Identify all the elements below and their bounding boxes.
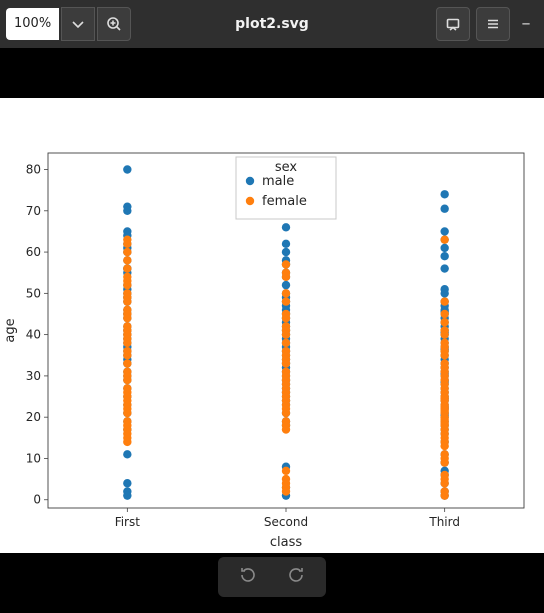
legend-title: sex bbox=[275, 160, 298, 175]
pt-female bbox=[123, 376, 131, 384]
pt-female bbox=[282, 314, 290, 322]
rotate-left-button[interactable] bbox=[238, 565, 258, 589]
xlabel: class bbox=[270, 535, 302, 550]
chart-container: 0 10 20 30 40 50 60 70 80 First Second Third class ag… bbox=[0, 98, 544, 553]
pt-male bbox=[440, 264, 448, 272]
pt-female bbox=[440, 297, 448, 305]
menu-button[interactable] bbox=[476, 7, 510, 41]
pt-male bbox=[123, 491, 131, 499]
legend-swatch-male bbox=[246, 177, 254, 185]
pt-female bbox=[440, 318, 448, 326]
pt-male bbox=[282, 223, 290, 231]
bottom-bar bbox=[0, 553, 544, 613]
pt-male bbox=[123, 479, 131, 487]
age-by-class-stripplot: 0 10 20 30 40 50 60 70 80 First Second Third class ag… bbox=[0, 98, 544, 553]
pt-male bbox=[440, 252, 448, 260]
pt-female bbox=[123, 409, 131, 417]
ytick-30: 30 bbox=[26, 369, 41, 383]
present-icon bbox=[445, 16, 461, 32]
pt-female bbox=[440, 310, 448, 318]
legend-label-male: male bbox=[262, 174, 294, 189]
zoom-dropdown-button[interactable] bbox=[61, 7, 95, 41]
pt-female bbox=[440, 330, 448, 338]
pt-male bbox=[440, 190, 448, 198]
pt-female bbox=[123, 264, 131, 272]
pt-female bbox=[282, 467, 290, 475]
pt-male bbox=[440, 205, 448, 213]
pt-male bbox=[282, 240, 290, 248]
hamburger-icon bbox=[485, 16, 501, 32]
pt-male bbox=[282, 281, 290, 289]
pt-female bbox=[123, 248, 131, 256]
pt-female bbox=[440, 442, 448, 450]
pt-male bbox=[440, 227, 448, 235]
pt-female bbox=[282, 260, 290, 268]
ytick-50: 50 bbox=[26, 286, 41, 300]
ytick-10: 10 bbox=[26, 451, 41, 465]
pt-female bbox=[440, 491, 448, 499]
ytick-80: 80 bbox=[26, 163, 41, 177]
pt-female bbox=[282, 330, 290, 338]
pt-female bbox=[282, 339, 290, 347]
pt-female bbox=[123, 438, 131, 446]
pt-female bbox=[282, 359, 290, 367]
toolbar: 100% plot2.svg – bbox=[0, 0, 544, 48]
pt-female bbox=[282, 409, 290, 417]
rotate-left-icon bbox=[238, 565, 258, 585]
pt-male bbox=[123, 450, 131, 458]
pt-female bbox=[123, 297, 131, 305]
rotate-right-icon bbox=[286, 565, 306, 585]
pt-male bbox=[123, 165, 131, 173]
chevron-down-icon bbox=[70, 16, 86, 32]
pt-female bbox=[440, 458, 448, 466]
pt-female bbox=[282, 273, 290, 281]
pt-female bbox=[123, 359, 131, 367]
pt-female bbox=[282, 289, 290, 297]
upper-black-band bbox=[0, 48, 544, 98]
legend-swatch-female bbox=[246, 197, 254, 205]
zoom-level[interactable]: 100% bbox=[6, 8, 59, 40]
pt-male bbox=[123, 207, 131, 215]
ytick-20: 20 bbox=[26, 410, 41, 424]
pt-female bbox=[123, 240, 131, 248]
minimize-button[interactable]: – bbox=[514, 8, 538, 40]
pt-female bbox=[282, 425, 290, 433]
pt-female bbox=[282, 487, 290, 495]
pt-male bbox=[440, 244, 448, 252]
ytick-0: 0 bbox=[33, 493, 41, 507]
pt-female bbox=[123, 256, 131, 264]
pt-female bbox=[440, 235, 448, 243]
zoom-in-button[interactable] bbox=[97, 7, 131, 41]
ytick-40: 40 bbox=[26, 328, 41, 342]
rotate-right-button[interactable] bbox=[286, 565, 306, 589]
xtick-first: First bbox=[115, 515, 141, 529]
pt-male bbox=[440, 289, 448, 297]
zoom-in-icon bbox=[106, 16, 122, 32]
pt-female bbox=[123, 314, 131, 322]
legend-label-female: female bbox=[262, 194, 307, 209]
xtick-second: Second bbox=[264, 515, 308, 529]
pt-female bbox=[123, 339, 131, 347]
ytick-70: 70 bbox=[26, 204, 41, 218]
pt-female bbox=[123, 351, 131, 359]
pt-male bbox=[282, 248, 290, 256]
pt-female bbox=[282, 297, 290, 305]
pt-female bbox=[440, 351, 448, 359]
ytick-60: 60 bbox=[26, 245, 41, 259]
xtick-third: Third bbox=[428, 515, 460, 529]
pt-female bbox=[123, 281, 131, 289]
ylabel: age bbox=[3, 318, 18, 342]
present-button[interactable] bbox=[436, 7, 470, 41]
pt-female bbox=[440, 479, 448, 487]
rotate-controls bbox=[218, 557, 326, 597]
